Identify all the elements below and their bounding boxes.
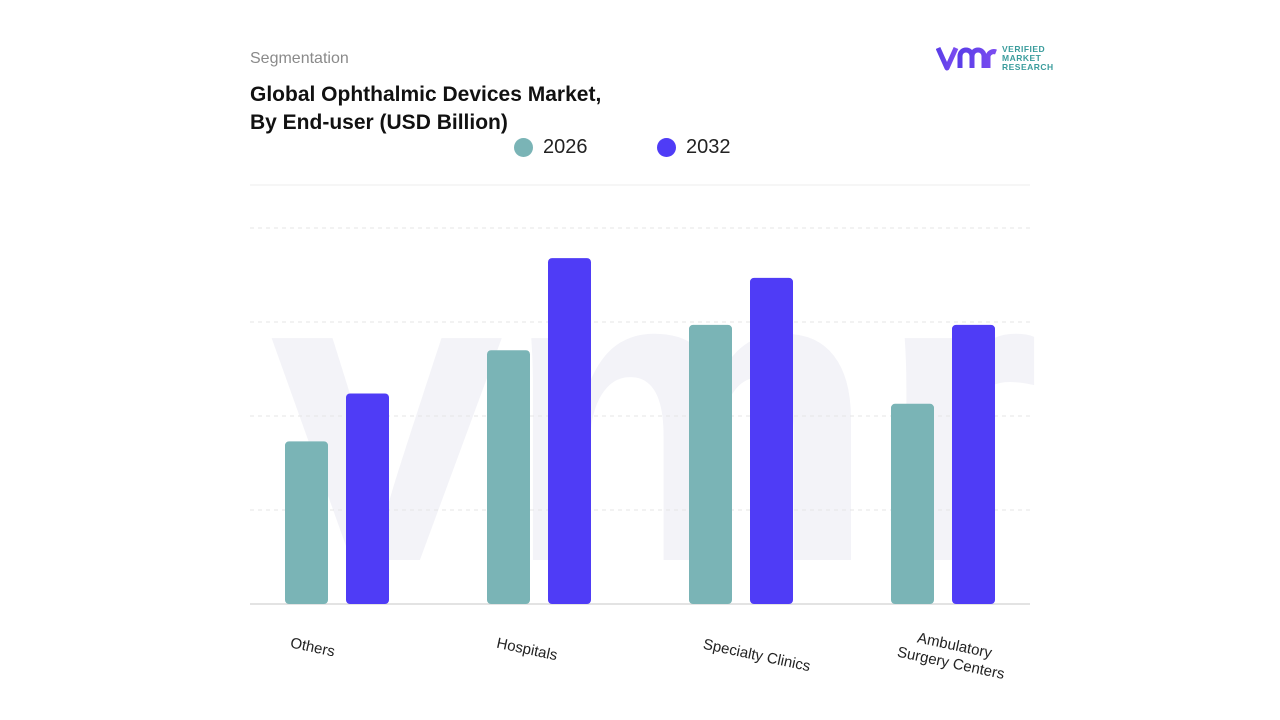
- legend-label-2026: 2026: [543, 136, 588, 158]
- title-line-1: Global Ophthalmic Devices Market,: [250, 83, 602, 106]
- bar-2026-others: [285, 441, 328, 604]
- bar-2026-ambulatory-surgery-centers: [891, 403, 934, 604]
- legend-dot-2026-icon: [514, 138, 533, 157]
- title-line-2: By End-user (USD Billion): [250, 111, 508, 134]
- logo-text-research: RESEARCH: [1002, 61, 1054, 72]
- logo-text-verified: VERIFIED: [1002, 43, 1046, 54]
- bar-2026-hospitals: [487, 350, 530, 604]
- legend-dot-2032-icon: [657, 138, 676, 157]
- bar-2032-others: [346, 393, 389, 604]
- vmr-logo: VERIFIED MARKET RESEARCH: [936, 44, 1054, 72]
- bar-2032-specialty-clinics: [750, 277, 793, 604]
- chart-title: Global Ophthalmic Devices Market, By End…: [250, 81, 601, 137]
- legend-item-2032: 2032: [657, 136, 731, 159]
- logo-text-market: MARKET: [1002, 52, 1042, 63]
- legend-item-2026: 2026: [514, 136, 588, 159]
- bar-2026-specialty-clinics: [689, 324, 732, 604]
- bar-2032-hospitals: [548, 258, 591, 604]
- bar-2032-ambulatory-surgery-centers: [952, 324, 995, 604]
- vmr-logo-mark-icon: [936, 46, 997, 71]
- legend-label-2032: 2032: [686, 136, 731, 158]
- segmentation-label: Segmentation: [250, 50, 349, 67]
